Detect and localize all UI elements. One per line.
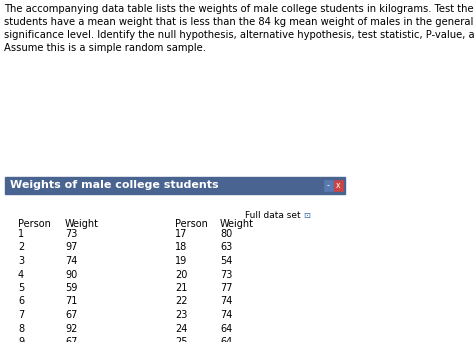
Text: 3: 3 (18, 256, 24, 266)
Text: 67: 67 (65, 337, 77, 342)
Text: 6: 6 (18, 297, 24, 306)
Text: 9: 9 (18, 337, 24, 342)
Text: 59: 59 (65, 283, 77, 293)
Text: 74: 74 (220, 297, 232, 306)
Bar (324, 180, 333, 191)
Bar (334, 180, 343, 191)
Text: The accompanying data table lists the weights of male college students in kilogr: The accompanying data table lists the we… (4, 4, 474, 14)
Text: 21: 21 (175, 283, 187, 293)
Text: 2: 2 (18, 242, 24, 252)
Text: Person: Person (175, 219, 208, 229)
Text: 64: 64 (220, 337, 232, 342)
Text: 19: 19 (175, 256, 187, 266)
Text: 74: 74 (220, 310, 232, 320)
Text: Weights of male college students: Weights of male college students (10, 181, 219, 190)
Text: 1: 1 (18, 229, 24, 239)
Text: 20: 20 (175, 269, 187, 279)
Text: 71: 71 (65, 297, 77, 306)
Text: 63: 63 (220, 242, 232, 252)
Text: 54: 54 (220, 256, 232, 266)
Bar (5, 177, 345, 340)
Text: Weight: Weight (220, 219, 254, 229)
Text: 24: 24 (175, 324, 187, 333)
Text: 73: 73 (220, 269, 232, 279)
Text: 18: 18 (175, 242, 187, 252)
Text: 90: 90 (65, 269, 77, 279)
Text: 17: 17 (175, 229, 187, 239)
Text: Person: Person (18, 219, 51, 229)
Text: Full data set: Full data set (245, 211, 301, 220)
Text: 77: 77 (220, 283, 233, 293)
Text: 25: 25 (175, 337, 188, 342)
Text: x: x (336, 181, 341, 190)
Text: 4: 4 (18, 269, 24, 279)
Text: 97: 97 (65, 242, 77, 252)
Text: 74: 74 (65, 256, 77, 266)
Text: ⊡: ⊡ (303, 211, 310, 220)
Text: 7: 7 (18, 310, 24, 320)
Text: 64: 64 (220, 324, 232, 333)
Text: -: - (327, 181, 330, 190)
Text: 67: 67 (65, 310, 77, 320)
Text: 80: 80 (220, 229, 232, 239)
Text: Weight: Weight (65, 219, 99, 229)
Text: Assume this is a simple random sample.: Assume this is a simple random sample. (4, 43, 206, 53)
Text: 73: 73 (65, 229, 77, 239)
Text: 92: 92 (65, 324, 77, 333)
Text: 5: 5 (18, 283, 24, 293)
Text: students have a mean weight that is less than the 84 kg mean weight of males in : students have a mean weight that is less… (4, 17, 474, 27)
Text: 22: 22 (175, 297, 188, 306)
Text: 8: 8 (18, 324, 24, 333)
Text: 23: 23 (175, 310, 187, 320)
Text: significance level. Identify the null hypothesis, alternative hypothesis, test s: significance level. Identify the null hy… (4, 30, 474, 40)
Bar (5, 177, 345, 194)
